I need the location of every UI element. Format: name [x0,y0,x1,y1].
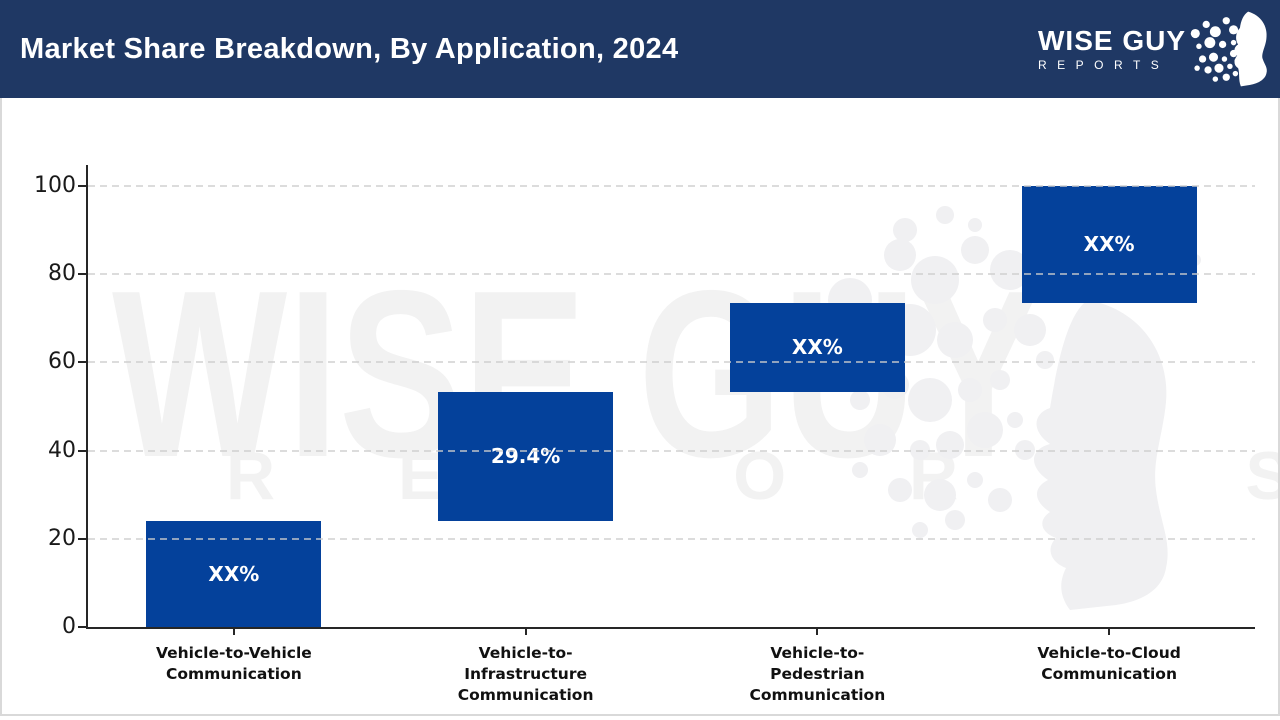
bar-value-label: 29.4% [490,444,561,469]
category-label-line: Communication [1041,665,1177,683]
frame-left-border [0,98,2,716]
bar-value-label: XX% [208,562,260,587]
bar-segment: 29.4% [438,391,614,522]
y-tick-label-40: 40 [48,437,76,463]
plot-area: 0 20 40 60 80 100 XX% Vehicle-to-Vehicle Communi… [0,98,1280,716]
y-axis-tick-20 [78,537,86,540]
wise-guy-logo: WISE GUY REPORTS [1038,6,1270,92]
x-axis-tick [232,629,235,635]
category-label-line: Communication [457,686,594,704]
frame-bottom-border [0,714,1280,716]
gridline-40 [88,449,1255,452]
logo-wordmark: WISE GUY [1037,25,1186,56]
bar-value-label: XX% [1083,232,1135,257]
y-axis-tick-100 [78,185,86,187]
chart-title: Market Share Breakdown, By Application, … [20,32,679,65]
logo-text: WISE GUY REPORTS [1037,25,1186,72]
gridline-60 [88,361,1255,364]
category-label-line: Communication [165,665,302,683]
logo-face-icon [1190,11,1267,87]
y-tick-label-80: 80 [48,261,76,287]
y-tick-label-20: 20 [48,525,76,551]
category-label: Vehicle-to- Infrastructure Communication [396,643,656,706]
category-label-line: Pedestrian [770,665,865,683]
y-axis-tick-0 [78,626,86,628]
header-banner: Market Share Breakdown, By Application, … [0,0,1280,98]
logo-subtitle: REPORTS [1037,58,1170,72]
category-label: Vehicle-to-Cloud Communication [979,643,1239,685]
category-label-line: Vehicle-to-Cloud [1037,644,1181,662]
gridline-20 [88,537,1255,540]
bar-segment: XX% [729,302,905,392]
x-axis-line [86,627,1255,629]
category-label: Vehicle-to-Vehicle Communication [104,643,364,685]
y-axis-tick-80 [78,273,86,276]
x-axis-tick [1108,629,1111,635]
category-label-line: Vehicle-to-Vehicle [155,644,312,662]
y-tick-label-60: 60 [48,349,76,375]
x-axis-tick [524,629,527,635]
y-tick-label-0: 0 [62,614,76,639]
gridline-80 [88,273,1255,276]
category-label-line: Infrastructure [464,665,587,683]
frame-right-border [1278,98,1280,716]
gridline-100 [88,185,1255,187]
y-axis-line [86,165,88,629]
category-label: Vehicle-to- Pedestrian Communication [687,643,947,706]
category-label-line: Vehicle-to- [770,644,865,662]
y-axis-tick-40 [78,449,86,452]
y-tick-label-100: 100 [34,173,76,198]
category-label-line: Vehicle-to- [478,644,573,662]
bar-segment: XX% [1021,186,1197,303]
y-axis-tick-60 [78,361,86,364]
x-axis-tick [816,629,819,635]
category-label-line: Communication [749,686,886,704]
bar-value-label: XX% [791,335,843,360]
